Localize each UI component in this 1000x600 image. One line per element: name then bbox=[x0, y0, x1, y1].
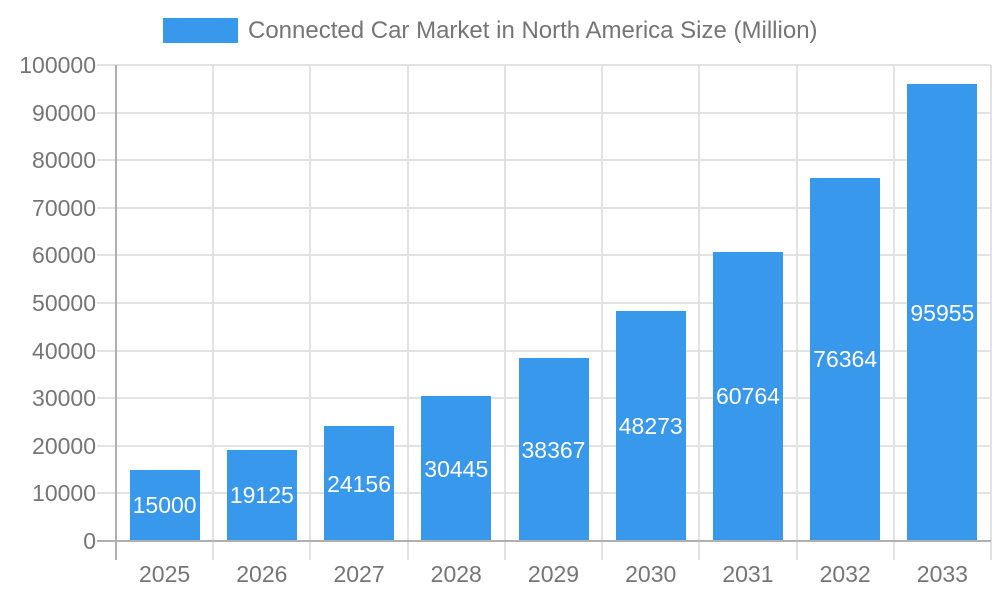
x-tick-label: 2033 bbox=[916, 561, 968, 587]
y-tick-label: 30000 bbox=[32, 385, 96, 412]
bar-value-label: 24156 bbox=[327, 470, 392, 497]
y-tick-label: 20000 bbox=[32, 432, 96, 459]
y-tick-label: 50000 bbox=[32, 290, 96, 316]
gridline-vertical bbox=[309, 65, 312, 560]
bar-2031 bbox=[712, 251, 783, 541]
bar-2027 bbox=[324, 426, 395, 541]
gridline-vertical bbox=[795, 65, 798, 560]
bar-value-label: 48273 bbox=[618, 413, 683, 440]
y-tick-label: 10000 bbox=[32, 480, 96, 507]
gridline-horizontal bbox=[97, 206, 991, 209]
bar-2033 bbox=[907, 84, 978, 541]
x-tick-label: 2029 bbox=[527, 561, 580, 587]
x-tick-label: 2032 bbox=[819, 561, 871, 587]
bar-2026 bbox=[226, 449, 297, 541]
legend-swatch bbox=[163, 18, 238, 43]
gridline-vertical bbox=[698, 65, 701, 560]
bar-value-label: 76364 bbox=[813, 346, 878, 373]
gridline-vertical bbox=[990, 65, 992, 560]
y-axis-line bbox=[115, 65, 117, 560]
x-tick-label: 2026 bbox=[236, 561, 288, 587]
gridline-horizontal bbox=[97, 254, 991, 257]
bar-value-label: 38367 bbox=[521, 436, 586, 463]
y-tick-label: 80000 bbox=[32, 147, 96, 174]
x-tick-label: 2030 bbox=[625, 561, 677, 587]
gridline-horizontal bbox=[97, 111, 991, 114]
gridline-horizontal bbox=[97, 349, 991, 352]
bar-value-label: 30445 bbox=[424, 455, 489, 482]
x-tick-label: 2025 bbox=[139, 561, 191, 587]
bar-value-label: 60764 bbox=[715, 383, 780, 410]
bar-value-label: 95955 bbox=[910, 299, 975, 326]
x-tick-label: 2031 bbox=[722, 561, 774, 587]
chart-legend: Connected Car Market in North America Si… bbox=[163, 18, 818, 43]
gridline-horizontal bbox=[97, 159, 991, 162]
legend-label: Connected Car Market in North America Si… bbox=[248, 17, 818, 44]
bar-2030 bbox=[615, 311, 686, 541]
gridline-vertical bbox=[406, 65, 409, 560]
bar-value-label: 19125 bbox=[229, 482, 294, 509]
gridline-vertical bbox=[601, 65, 604, 560]
y-tick-label: 90000 bbox=[32, 99, 96, 126]
gridline-horizontal bbox=[97, 64, 991, 66]
y-tick-label: 70000 bbox=[32, 194, 96, 221]
gridline-vertical bbox=[503, 65, 506, 560]
bar-2032 bbox=[810, 177, 881, 541]
x-tick-label: 2028 bbox=[430, 561, 482, 587]
gridline-horizontal bbox=[97, 302, 991, 304]
y-tick-label: 60000 bbox=[32, 242, 96, 269]
y-tick-label: 40000 bbox=[32, 337, 96, 364]
gridline-vertical bbox=[212, 65, 215, 560]
y-tick-label: 0 bbox=[83, 528, 96, 554]
x-tick-label: 2027 bbox=[333, 561, 385, 587]
bar-2028 bbox=[421, 396, 492, 541]
bar-2025 bbox=[129, 469, 200, 541]
y-tick-label: 100000 bbox=[19, 52, 96, 78]
x-axis-line bbox=[97, 540, 991, 542]
bar-value-label: 15000 bbox=[132, 492, 197, 519]
gridline-vertical bbox=[892, 65, 895, 560]
bar-2029 bbox=[518, 358, 589, 541]
